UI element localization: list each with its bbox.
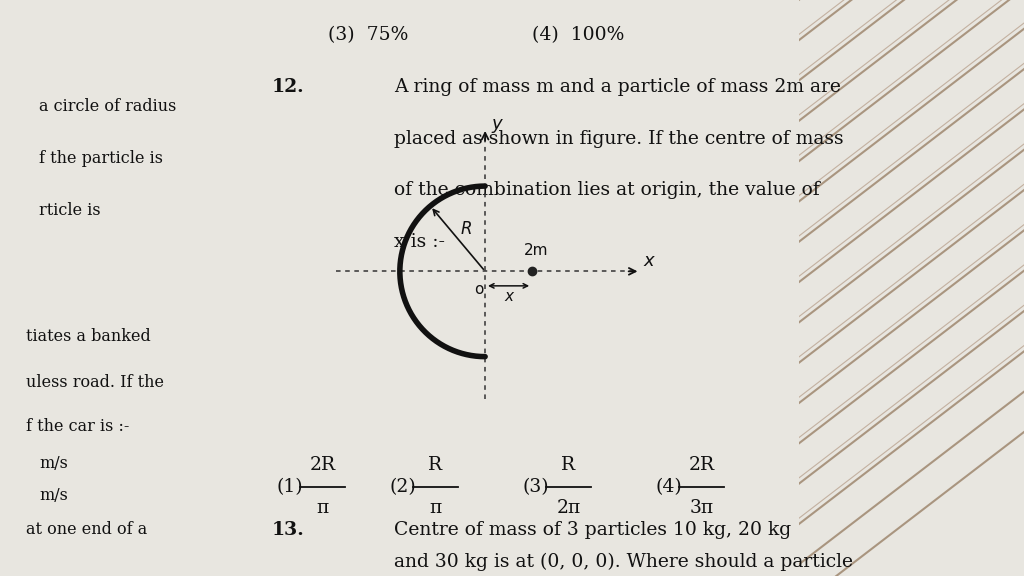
Text: x is :-: x is :- (394, 233, 445, 251)
Text: tiates a banked: tiates a banked (26, 328, 151, 346)
Text: rticle is: rticle is (39, 202, 100, 219)
Text: 2R: 2R (309, 456, 336, 474)
Text: 2R: 2R (688, 456, 715, 474)
Text: R: R (461, 219, 472, 238)
Text: R: R (561, 456, 575, 474)
Text: o: o (474, 282, 484, 297)
Text: A ring of mass m and a particle of mass 2m are: A ring of mass m and a particle of mass … (394, 78, 841, 96)
Text: x: x (504, 290, 513, 305)
Text: of the combination lies at origin, the value of: of the combination lies at origin, the v… (394, 181, 820, 199)
Text: x: x (643, 252, 654, 270)
Text: and 30 kg is at (0, 0, 0). Where should a particle: and 30 kg is at (0, 0, 0). Where should … (394, 553, 853, 571)
Text: π: π (316, 499, 329, 517)
Text: (3): (3) (522, 478, 549, 496)
Text: 13.: 13. (271, 521, 304, 539)
Text: (3)  75%: (3) 75% (328, 26, 408, 44)
Text: R: R (428, 456, 442, 474)
Text: m/s: m/s (39, 455, 68, 472)
Text: y: y (492, 115, 502, 133)
Text: (4)  100%: (4) 100% (532, 26, 625, 44)
Text: f the car is :-: f the car is :- (26, 418, 129, 435)
Text: (2): (2) (389, 478, 416, 496)
Text: m/s: m/s (39, 487, 68, 504)
Text: f the particle is: f the particle is (39, 150, 163, 167)
Text: (1): (1) (276, 478, 303, 496)
Text: 12.: 12. (271, 78, 304, 96)
Text: 3π: 3π (689, 499, 714, 517)
Text: a circle of radius: a circle of radius (39, 98, 176, 115)
Text: uless road. If the: uless road. If the (26, 374, 164, 392)
Text: (4): (4) (655, 478, 682, 496)
Text: 2π: 2π (556, 499, 581, 517)
Text: 2m: 2m (524, 242, 549, 257)
Text: Centre of mass of 3 particles 10 kg, 20 kg: Centre of mass of 3 particles 10 kg, 20 … (394, 521, 792, 539)
Text: at one end of a: at one end of a (26, 521, 146, 539)
Text: π: π (429, 499, 441, 517)
Text: placed as shown in figure. If the centre of mass: placed as shown in figure. If the centre… (394, 130, 844, 147)
